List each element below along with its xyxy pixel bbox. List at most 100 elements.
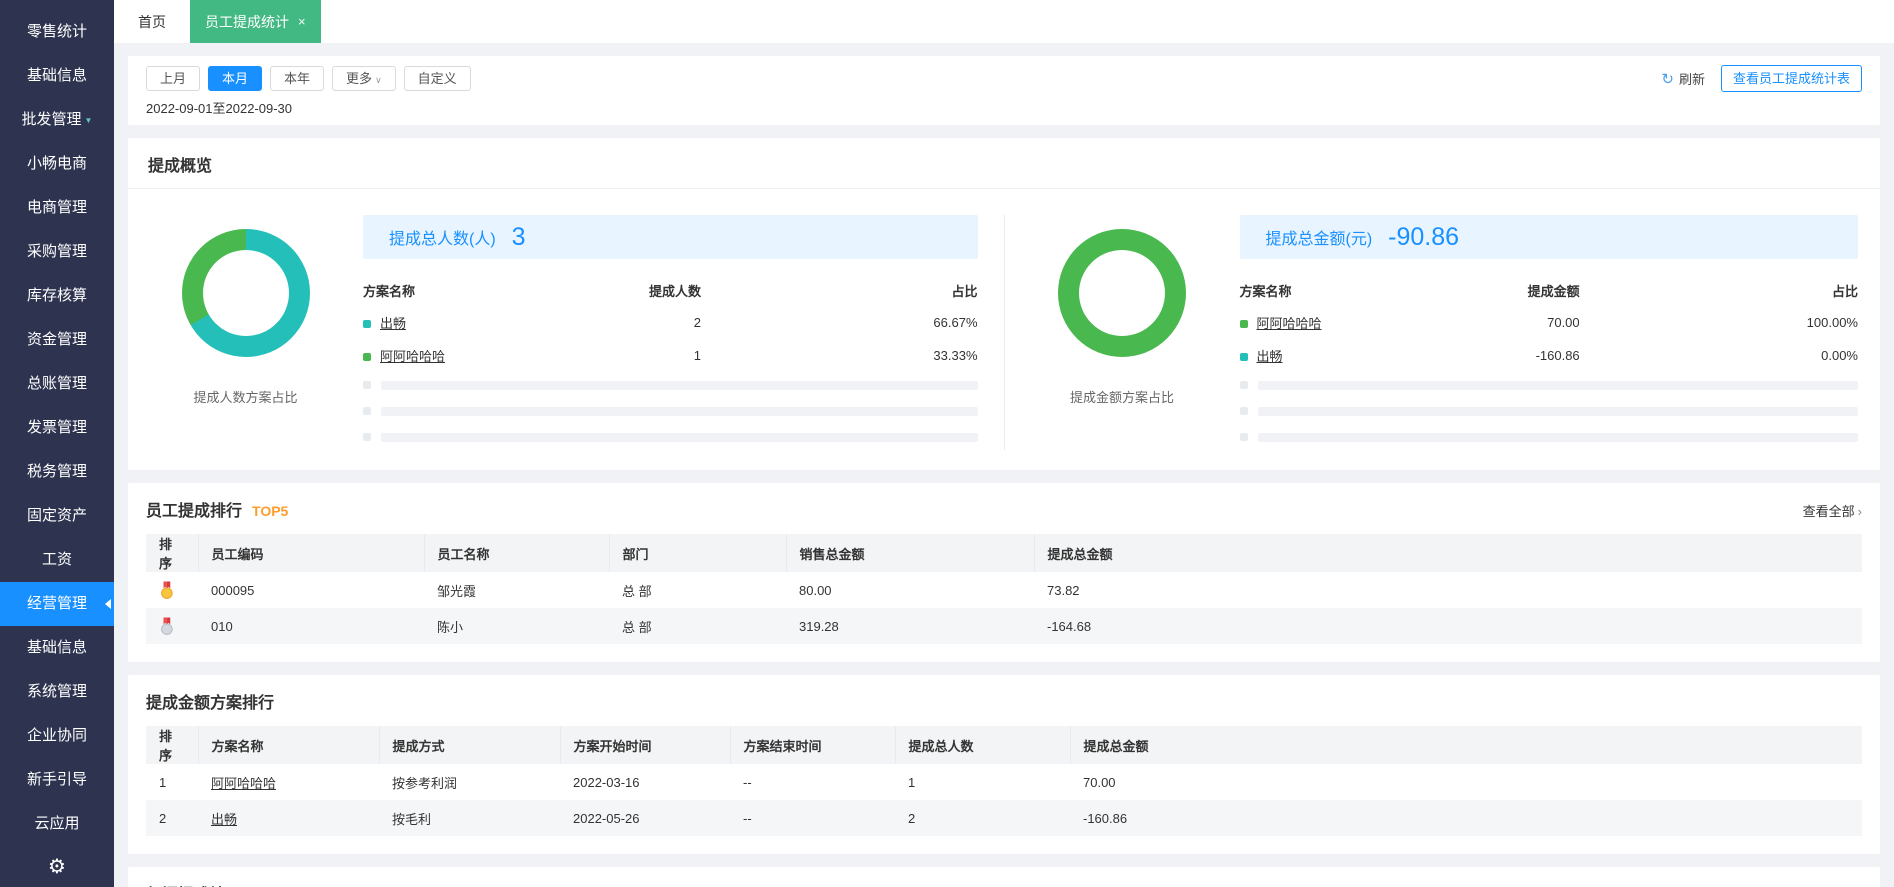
skeleton-bar bbox=[381, 432, 978, 442]
plan-link[interactable]: 阿阿哈哈哈 bbox=[1256, 316, 1322, 331]
sidebar-item-fixed-assets[interactable]: 固定资产 bbox=[26, 507, 87, 524]
amount-ratio-panel: 提成金额方案占比 提成总金额(元) -90.86 方案名称 bbox=[1005, 215, 1881, 450]
total-amount-label: 提成总金额(元) bbox=[1265, 231, 1373, 248]
people-ratio-panel: 提成人数方案占比 提成总人数(人) 3 方案名称 提成人 bbox=[128, 215, 1005, 450]
skeleton-dot bbox=[363, 407, 371, 415]
skeleton-row bbox=[1239, 424, 1858, 450]
view-commission-report-button[interactable]: 查看员工提成统计表 bbox=[1720, 65, 1862, 92]
employee-ranking-card: 员工提成排行 TOP5 查看全部 › 排序 员工编码 员工名称 部门 销售总金额 … bbox=[128, 483, 1880, 662]
department-commission-header: 部门提成情况 bbox=[146, 881, 1862, 887]
gold-medal-icon bbox=[159, 581, 174, 599]
silver-medal-icon bbox=[159, 617, 174, 635]
filter-custom-button[interactable]: 自定义 bbox=[403, 66, 471, 91]
skeleton-bar bbox=[1257, 432, 1858, 442]
department-commission-title: 部门提成情况 bbox=[146, 881, 242, 887]
table-row: 1 阿阿哈哈哈 按参考利润 2022-03-16 -- 1 70.00 bbox=[159, 774, 1116, 791]
amount-plan-table: 方案名称 提成金额 占比 阿阿哈哈哈 70.00 100.00% bbox=[1239, 275, 1858, 372]
people-chart-label: 提成人数方案占比 bbox=[193, 390, 298, 405]
commission-overview-card: 提成概览 提成人数方案占比 提成总人数(人) 3 bbox=[128, 138, 1880, 470]
sidebar-item-retail-stats[interactable]: 零售统计 bbox=[26, 23, 87, 40]
employee-ranking-header: 员工提成排行 TOP5 查看全部 › bbox=[146, 497, 1862, 521]
sidebar-item-ecommerce[interactable]: 电商管理 bbox=[26, 199, 87, 216]
overview-body: 提成人数方案占比 提成总人数(人) 3 方案名称 提成人 bbox=[128, 189, 1880, 450]
people-plan-table: 方案名称 提成人数 占比 出畅 2 66.67% bbox=[363, 275, 978, 372]
plan-link[interactable]: 出畅 bbox=[1256, 349, 1283, 364]
employee-ranking-title: 员工提成排行 bbox=[146, 503, 243, 520]
content-area: 上月 本月 本年 更多 ∨ 自定义 ↻ 刷新 查看员工提成统计表 2022-09-… bbox=[114, 43, 1894, 887]
plan-link[interactable]: 出畅 bbox=[211, 811, 238, 827]
filter-row: 上月 本月 本年 更多 ∨ 自定义 ↻ 刷新 查看员工提成统计表 bbox=[146, 65, 1862, 92]
skeleton-dot bbox=[1239, 381, 1248, 389]
refresh-icon: ↻ bbox=[1661, 70, 1674, 88]
sidebar-item-tax[interactable]: 税务管理 bbox=[26, 463, 87, 480]
chevron-down-icon: ▼ bbox=[84, 116, 93, 125]
sidebar-item-beginner-guide[interactable]: 新手引导 bbox=[26, 771, 87, 788]
sidebar-item-basic-info[interactable]: 基础信息 bbox=[26, 67, 87, 84]
skeleton-bar bbox=[381, 406, 978, 416]
amount-chart-label: 提成金额方案占比 bbox=[1069, 390, 1174, 405]
table-row: 出畅 -160.86 0.00% bbox=[1239, 339, 1858, 372]
sidebar-item-enterprise-collab[interactable]: 企业协同 bbox=[26, 727, 87, 744]
table-row: 阿阿哈哈哈 70.00 100.00% bbox=[1239, 306, 1858, 339]
filter-last-month-button[interactable]: 上月 bbox=[146, 66, 201, 91]
sidebar-item-inventory[interactable]: 库存核算 bbox=[26, 287, 87, 304]
sidebar-item-wholesale[interactable]: 批发管理 ▼ bbox=[21, 111, 93, 128]
total-people-bar: 提成总人数(人) 3 bbox=[363, 215, 978, 259]
filter-this-month-button[interactable]: 本月 bbox=[208, 66, 263, 91]
legend-dot-icon bbox=[363, 320, 371, 328]
gear-icon[interactable]: ⚙ bbox=[48, 856, 66, 878]
skeleton-dot bbox=[1239, 407, 1248, 415]
sidebar-item-invoices[interactable]: 发票管理 bbox=[26, 419, 87, 436]
sidebar-item-purchasing[interactable]: 采购管理 bbox=[26, 243, 87, 260]
legend-dot-icon bbox=[1239, 353, 1248, 361]
sidebar-item-basic-info-2[interactable]: 基础信息 bbox=[26, 639, 87, 656]
sidebar-item-general-ledger[interactable]: 总账管理 bbox=[26, 375, 87, 392]
plan-link[interactable]: 出畅 bbox=[380, 316, 407, 331]
sidebar-item-payroll[interactable]: 工资 bbox=[41, 551, 72, 568]
amount-donut-block: 提成金额方案占比 bbox=[1005, 215, 1240, 450]
total-amount-value: -90.86 bbox=[1388, 222, 1460, 251]
amount-stats-block: 提成总金额(元) -90.86 方案名称 提成金额 占比 bbox=[1239, 215, 1881, 450]
sidebar-item-business-management[interactable]: 经营管理 bbox=[0, 582, 114, 626]
skeleton-dot bbox=[363, 381, 371, 389]
table-header-row: 排序 方案名称 提成方式 方案开始时间 方案结束时间 提成总人数 提成总金额 bbox=[146, 726, 1862, 764]
total-people-value: 3 bbox=[511, 222, 526, 251]
filter-card: 上月 本月 本年 更多 ∨ 自定义 ↻ 刷新 查看员工提成统计表 2022-09-… bbox=[128, 56, 1880, 125]
sidebar-item-xiaochang-ecommerce[interactable]: 小畅电商 bbox=[26, 155, 87, 172]
skeleton-bar bbox=[1257, 380, 1858, 390]
date-range-label: 2022-09-01至2022-09-30 bbox=[146, 101, 292, 116]
plan-ranking-header: 提成金额方案排行 bbox=[146, 689, 1862, 713]
skeleton-row bbox=[363, 424, 978, 450]
tab-employee-commission-stats[interactable]: 员工提成统计 × bbox=[190, 0, 321, 43]
filter-this-year-button[interactable]: 本年 bbox=[270, 66, 325, 91]
skeleton-dot bbox=[1239, 433, 1248, 441]
chevron-right-icon: › bbox=[1857, 504, 1862, 519]
overview-title: 提成概览 bbox=[128, 152, 1880, 189]
employee-ranking-table: 排序 员工编码 员工名称 部门 销售总金额 提成总金额 000095 bbox=[146, 534, 1862, 644]
filter-more-button[interactable]: 更多 ∨ bbox=[332, 66, 396, 91]
plan-link[interactable]: 阿阿哈哈哈 bbox=[380, 349, 446, 364]
close-icon[interactable]: × bbox=[298, 14, 306, 29]
skeleton-bar bbox=[1257, 406, 1858, 416]
main-area: 首页 员工提成统计 × 上月 本月 本年 更多 ∨ 自定义 ↻ 刷新 查看员工提成… bbox=[114, 0, 1894, 887]
table-row: 阿阿哈哈哈 1 33.33% bbox=[363, 339, 978, 372]
amount-donut-chart bbox=[1058, 229, 1186, 357]
total-amount-bar: 提成总金额(元) -90.86 bbox=[1239, 215, 1858, 259]
skeleton-row bbox=[1239, 372, 1858, 398]
sidebar-item-cloud-apps[interactable]: 云应用 bbox=[34, 815, 80, 832]
skeleton-row bbox=[1239, 398, 1858, 424]
plan-link[interactable]: 阿阿哈哈哈 bbox=[211, 775, 277, 791]
top5-badge: TOP5 bbox=[252, 503, 289, 519]
refresh-button[interactable]: ↻ 刷新 bbox=[1661, 70, 1705, 88]
plan-ranking-card: 提成金额方案排行 排序 方案名称 提成方式 方案开始时间 方案结束时间 提成总人… bbox=[128, 675, 1880, 854]
table-row: 2 出畅 按毛利 2022-05-26 -- 2 -160.86 bbox=[146, 800, 1862, 836]
plan-ranking-table: 排序 方案名称 提成方式 方案开始时间 方案结束时间 提成总人数 提成总金额 1… bbox=[146, 726, 1862, 836]
tab-home[interactable]: 首页 bbox=[138, 13, 166, 30]
sidebar-item-funds[interactable]: 资金管理 bbox=[26, 331, 87, 348]
table-row: 000095 邹光霞 总 部 80.00 73.82 bbox=[146, 572, 1862, 608]
view-all-link[interactable]: 查看全部 › bbox=[1802, 504, 1862, 519]
sidebar-item-system-management[interactable]: 系统管理 bbox=[26, 683, 87, 700]
people-stats-block: 提成总人数(人) 3 方案名称 提成人数 占比 bbox=[363, 215, 1004, 450]
total-people-label: 提成总人数(人) bbox=[389, 231, 496, 248]
table-header-row: 方案名称 提成人数 占比 bbox=[363, 284, 978, 299]
